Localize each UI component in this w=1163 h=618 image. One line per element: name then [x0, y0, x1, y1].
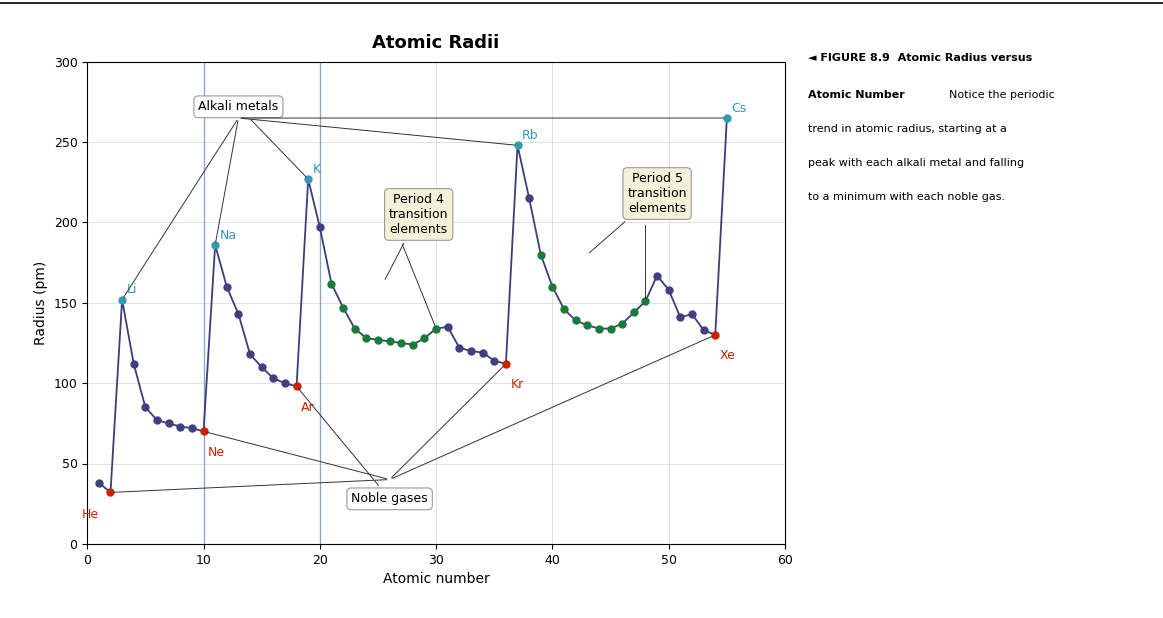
Text: Ar: Ar: [301, 400, 315, 414]
Text: He: He: [81, 509, 99, 522]
Text: ◄ FIGURE 8.9  Atomic Radius versus: ◄ FIGURE 8.9 Atomic Radius versus: [808, 53, 1033, 62]
Title: Atomic Radii: Atomic Radii: [372, 34, 500, 52]
Text: Atomic Number: Atomic Number: [808, 90, 905, 99]
Text: Alkali metals: Alkali metals: [198, 100, 306, 177]
Text: Noble gases: Noble gases: [299, 389, 428, 506]
Text: Li: Li: [127, 284, 137, 297]
Text: Kr: Kr: [511, 378, 523, 391]
Text: Ne: Ne: [208, 446, 226, 459]
Text: Cs: Cs: [732, 102, 747, 115]
Y-axis label: Radius (pm): Radius (pm): [34, 261, 48, 345]
Text: Na: Na: [220, 229, 237, 242]
Text: K: K: [313, 163, 321, 176]
Text: to a minimum with each noble gas.: to a minimum with each noble gas.: [808, 192, 1005, 201]
Text: Notice the periodic: Notice the periodic: [942, 90, 1055, 99]
Text: Period 5
transition
elements: Period 5 transition elements: [590, 172, 687, 253]
Text: peak with each alkali metal and falling: peak with each alkali metal and falling: [808, 158, 1025, 167]
Text: trend in atomic radius, starting at a: trend in atomic radius, starting at a: [808, 124, 1007, 133]
Text: Period 4
transition
elements: Period 4 transition elements: [385, 193, 449, 279]
Text: Rb: Rb: [522, 129, 538, 142]
Text: Xe: Xe: [720, 349, 736, 362]
X-axis label: Atomic number: Atomic number: [383, 572, 490, 586]
